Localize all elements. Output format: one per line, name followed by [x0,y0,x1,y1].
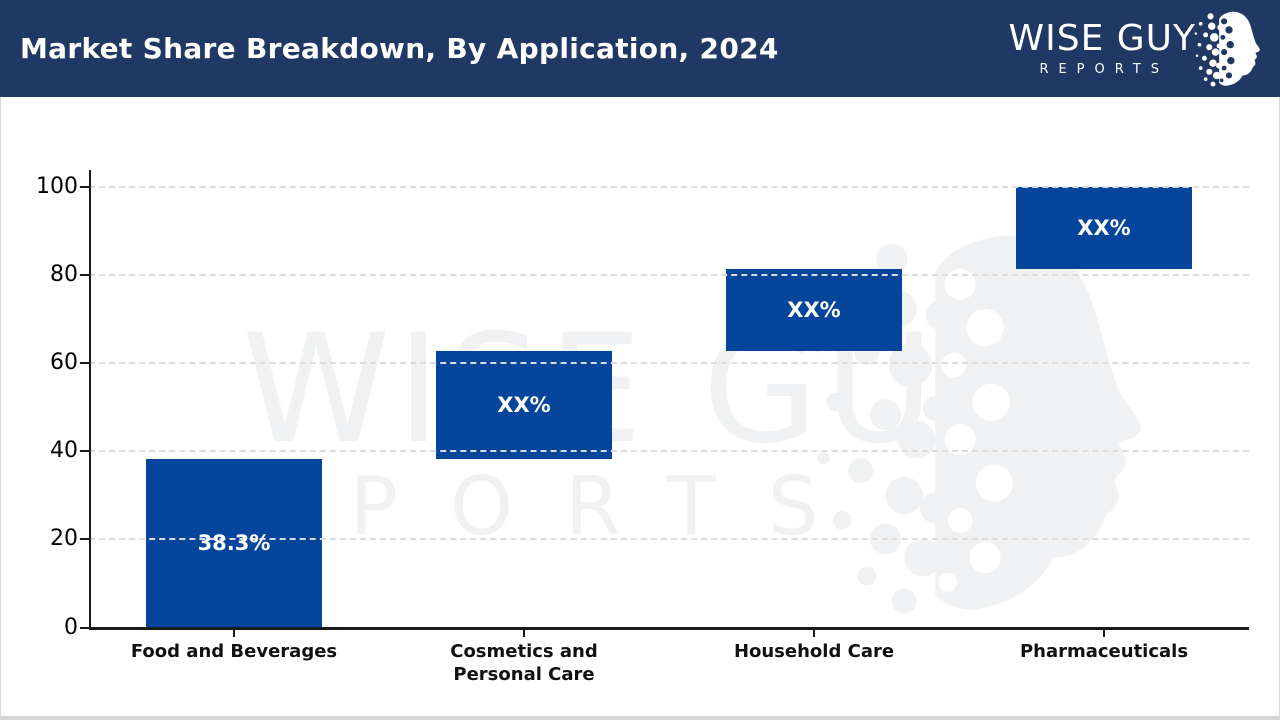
bar-pharmaceuticals [1016,187,1192,270]
x-tick-mark [1103,630,1105,637]
x-axis-spine [89,627,1249,630]
y-gridline-40 [89,450,1249,453]
y-gridline-20 [89,538,1249,541]
y-tick-label-100: 100 [36,174,78,199]
bar-label-pharmaceuticals: XX% [1077,216,1131,241]
y-tick-label-40: 40 [50,438,78,464]
logo-face-icon [1192,9,1266,89]
y-axis-spine [89,170,91,630]
y-gridline-100 [89,186,1249,188]
page-title: Market Share Breakdown, By Application, … [20,32,779,65]
x-tick-mark [523,630,525,637]
y-tick-label-20: 20 [50,526,78,552]
x-axis-label-pharmaceuticals: Pharmaceuticals [1019,641,1189,662]
x-tick-mark [813,630,815,637]
y-tick-mark [80,626,89,629]
x-tick-mark [233,630,235,637]
bar-label-cosmetics-and-personal-care: XX% [497,392,551,417]
plot-area: Food and Beverages Cosmetics and Personal… [36,170,1249,685]
x-axis-label-food-and-beverages: Food and Beverages [130,641,338,662]
y-tick-mark [80,186,89,188]
bar-label-food-and-beverages: 38.3% [197,531,271,556]
x-axis-label-cosmetics-and-personal-care: Cosmetics and Personal Care [450,641,598,685]
wise-guy-reports-logo: WISE GUY REPORTS [1009,9,1267,89]
y-tick-mark [80,362,89,365]
bar-cosmetics-and-personal-care [436,350,612,459]
bar-household-care [726,269,902,351]
y-gridline-80 [89,274,1249,277]
x-axis-label-household-care: Household Care [733,641,895,662]
y-tick-label-80: 80 [50,262,78,288]
header: Market Share Breakdown, By Application, … [0,0,1280,97]
logo-subtitle: REPORTS [1039,62,1170,77]
bar-food-and-beverages [146,458,322,628]
y-tick-mark [80,450,89,453]
y-tick-label-0: 0 [64,614,78,640]
y-tick-mark [80,538,89,541]
y-tick-label-60: 60 [50,350,78,376]
y-gridline-60 [89,362,1249,365]
y-tick-mark [80,274,89,277]
bar-label-household-care: XX% [787,298,841,323]
logo-text: WISE GUY REPORTS [1008,18,1197,77]
logo-wordmark: WISE GUY [1008,18,1196,59]
